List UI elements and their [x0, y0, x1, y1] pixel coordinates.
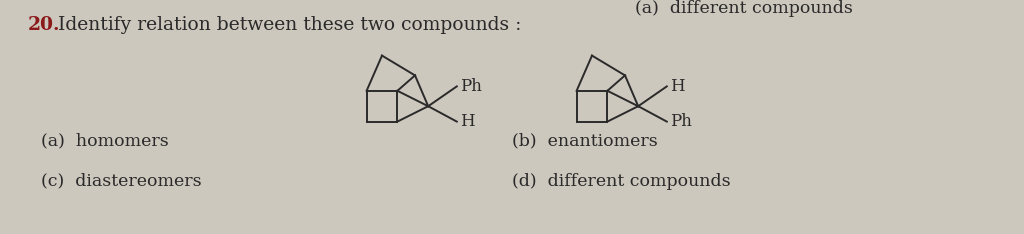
- Text: H: H: [460, 113, 475, 130]
- Text: 20.: 20.: [28, 16, 60, 34]
- Text: (c)  diastereomers: (c) diastereomers: [41, 172, 202, 190]
- Text: (d)  different compounds: (d) different compounds: [512, 172, 731, 190]
- Text: (a)  different compounds: (a) different compounds: [635, 0, 853, 17]
- Text: Ph: Ph: [670, 113, 692, 130]
- Text: Ph: Ph: [460, 78, 482, 95]
- Text: H: H: [670, 78, 685, 95]
- Text: (a)  homomers: (a) homomers: [41, 133, 169, 150]
- Text: (b)  enantiomers: (b) enantiomers: [512, 133, 657, 150]
- Text: Identify relation between these two compounds :: Identify relation between these two comp…: [52, 16, 521, 34]
